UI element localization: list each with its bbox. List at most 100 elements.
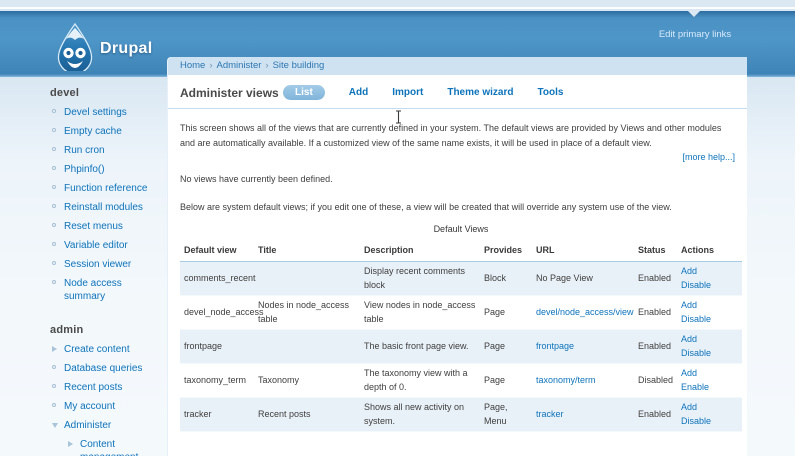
action-link-disable[interactable]: Disable xyxy=(681,313,712,324)
action-link-disable[interactable]: Disable xyxy=(681,347,712,358)
column-header-actions: Actions xyxy=(677,241,742,263)
sidebar-item: Database queries xyxy=(52,362,164,375)
cell-url: tracker xyxy=(532,397,634,432)
cell-default-view: devel_node_access xyxy=(184,307,264,318)
view-url-link[interactable]: devel/node_access/view xyxy=(536,307,634,318)
menu-list: Create content Database queries Recent pos… xyxy=(52,343,164,456)
action-link-disable[interactable]: Disable xyxy=(681,279,712,290)
bullet-circle-icon xyxy=(52,242,56,246)
bullet-circle-icon xyxy=(52,166,56,170)
sidebar-link-empty-cache[interactable]: Empty cache xyxy=(64,126,122,137)
view-url-link[interactable]: frontpage xyxy=(536,341,575,352)
sidebar-item: Create content xyxy=(52,343,164,356)
page-header-row: Administer views List Add Import Theme wiza… xyxy=(168,75,747,109)
tab-bar: List Add Import Theme wizard Tools xyxy=(283,85,563,100)
bullet-circle-icon xyxy=(52,261,56,265)
cell-status: Enabled xyxy=(634,261,677,296)
cell-actions: Add Disable xyxy=(677,329,742,364)
sidebar-link-create-content[interactable]: Create content xyxy=(64,344,130,355)
column-header-url: URL xyxy=(532,241,634,263)
sidebar-link-my-account[interactable]: My account xyxy=(64,401,116,412)
sidebar-section-admin: admin Create content Database queries Recen… xyxy=(50,324,166,456)
sidebar-link-variable-editor[interactable]: Variable editor xyxy=(64,240,128,251)
breadcrumb-link-site-building[interactable]: Site building xyxy=(272,60,325,71)
cell-url: devel/node_access/view xyxy=(532,296,634,330)
breadcrumb-link-home[interactable]: Home xyxy=(180,60,206,71)
site-name: Drupal xyxy=(100,40,153,57)
cell-url: frontpage xyxy=(532,329,634,364)
cell-default-view: taxonomy_term xyxy=(184,375,247,386)
bullet-collapsed-icon[interactable] xyxy=(52,346,57,352)
cell-status: Enabled xyxy=(634,397,677,432)
drupal-logo-icon xyxy=(57,23,93,71)
cell-title xyxy=(254,261,360,296)
breadcrumb-link-administer[interactable]: Administer xyxy=(216,60,262,71)
action-link-disable[interactable]: Disable xyxy=(681,415,712,426)
cell-description: Shows all new activity on system. xyxy=(360,397,480,432)
sidebar-item: Recent posts xyxy=(52,381,164,394)
sidebar-item: My account xyxy=(52,400,164,413)
cell-title: Nodes in node_access table xyxy=(258,300,350,324)
cell-actions: Add Disable xyxy=(677,261,742,296)
sidebar-link-reinstall-modules[interactable]: Reinstall modules xyxy=(64,202,143,213)
bullet-circle-icon xyxy=(52,365,56,369)
bullet-collapsed-icon[interactable] xyxy=(68,441,73,447)
table-row: taxonomy_term Taxonomy The taxonomy view w… xyxy=(180,364,742,398)
sidebar-link-session-viewer[interactable]: Session viewer xyxy=(64,259,132,270)
bullet-circle-icon xyxy=(52,109,56,113)
column-header-status: Status xyxy=(634,241,677,263)
sidebar-link-administer[interactable]: Administer xyxy=(64,420,112,431)
sidebar-item: Node access summary xyxy=(52,277,164,303)
table-row: tracker Recent posts Shows all new activit… xyxy=(180,397,742,432)
sidebar-link-reset-menus[interactable]: Reset menus xyxy=(64,221,123,232)
bullet-circle-icon xyxy=(52,147,56,151)
table-header-row: Default view Title Description Provides URL S… xyxy=(180,241,742,263)
cell-url: taxonomy/term xyxy=(532,364,634,398)
sidebar-link-function-reference[interactable]: Function reference xyxy=(64,183,148,194)
tab-list[interactable]: List xyxy=(283,85,325,100)
sidebar-link-node-access-summary[interactable]: Node access summary xyxy=(64,278,122,302)
sidebar-link-recent-posts[interactable]: Recent posts xyxy=(64,382,123,393)
intro-text: This screen shows all of the views that … xyxy=(180,123,722,148)
action-link-add[interactable]: Add xyxy=(681,402,698,413)
main-content: This screen shows all of the views that … xyxy=(168,109,747,432)
sidebar-link-database-queries[interactable]: Database queries xyxy=(64,363,143,374)
cell-url: No Page View xyxy=(532,261,634,296)
system-views-note: Below are system default views; if you e… xyxy=(180,201,672,212)
bullet-circle-icon xyxy=(52,128,56,132)
bullet-circle-icon xyxy=(52,384,56,388)
action-link-add[interactable]: Add xyxy=(681,300,698,311)
view-url-link[interactable]: tracker xyxy=(536,409,564,420)
menu-list: Content managementSite building xyxy=(68,438,164,456)
cell-description: View nodes in node_access table xyxy=(364,300,476,324)
tab-import[interactable]: Import xyxy=(392,87,424,98)
primary-links-notch-icon xyxy=(688,11,700,17)
no-views-text: No views have currently been defined. xyxy=(180,173,333,184)
action-link-add[interactable]: Add xyxy=(681,334,698,345)
cell-status: Enabled xyxy=(638,307,672,318)
table-row: devel_node_access Nodes in node_access ta… xyxy=(180,296,742,330)
sidebar-link-run-cron[interactable]: Run cron xyxy=(64,145,105,156)
cell-provides: Page xyxy=(484,375,506,386)
top-strip xyxy=(0,0,795,9)
cell-default-view: comments_recent xyxy=(180,261,256,296)
sidebar-link-devel-settings[interactable]: Devel settings xyxy=(64,107,127,118)
sidebar-link-content-management[interactable]: Content management xyxy=(80,439,138,456)
action-link-enable[interactable]: Enable xyxy=(681,381,710,392)
tab-tools[interactable]: Tools xyxy=(537,87,564,98)
sidebar-item: Content management xyxy=(68,438,164,456)
sidebar-item: Reset menus xyxy=(52,220,164,233)
action-link-add[interactable]: Add xyxy=(681,368,698,379)
bullet-expanded-icon[interactable] xyxy=(52,423,58,428)
breadcrumb-separator: › xyxy=(265,60,269,71)
edit-primary-links-link[interactable]: Edit primary links xyxy=(658,29,732,40)
more-help-link[interactable]: [more help...] xyxy=(682,151,735,162)
action-link-add[interactable]: Add xyxy=(681,266,698,277)
view-url-link[interactable]: taxonomy/term xyxy=(536,375,596,386)
cell-title: Taxonomy xyxy=(258,375,300,386)
cell-provides: Page, Menu xyxy=(480,397,532,432)
sidebar-link-phpinfo[interactable]: Phpinfo() xyxy=(64,164,105,175)
tab-theme-wizard[interactable]: Theme wizard xyxy=(447,87,514,98)
tab-add[interactable]: Add xyxy=(348,87,369,98)
